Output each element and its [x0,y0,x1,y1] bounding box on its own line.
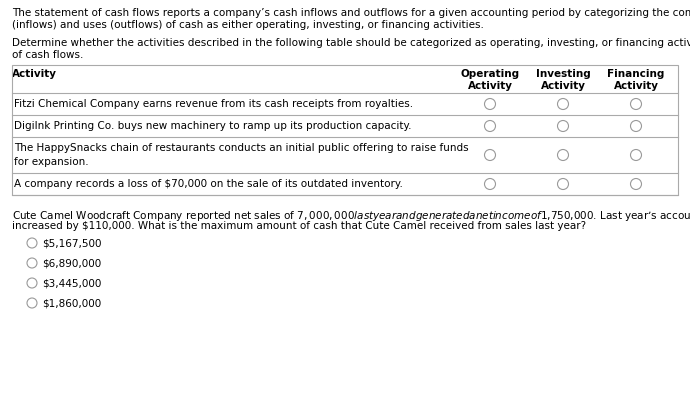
Text: increased by $110,000. What is the maximum amount of cash that Cute Camel receiv: increased by $110,000. What is the maxim… [12,221,586,231]
Text: DigiInk Printing Co. buys new machinery to ramp up its production capacity.: DigiInk Printing Co. buys new machinery … [14,121,411,131]
Text: $1,860,000: $1,860,000 [42,299,101,309]
Text: $6,890,000: $6,890,000 [42,259,101,269]
Text: $5,167,500: $5,167,500 [42,239,101,249]
Text: $3,445,000: $3,445,000 [42,279,101,289]
Bar [12,65,678,195]
Text: Activity: Activity [12,69,57,79]
Text: The statement of cash flows reports a company’s cash inflows and outflows for a : The statement of cash flows reports a co… [12,8,690,18]
Text: (inflows) and uses (outflows) of cash as either operating, investing, or financi: (inflows) and uses (outflows) of cash as… [12,20,484,30]
Text: Financing
Activity: Financing Activity [607,69,664,91]
Text: of cash flows.: of cash flows. [12,50,83,60]
Text: Determine whether the activities described in the following table should be cate: Determine whether the activities describ… [12,38,690,48]
Text: Cute Camel Woodcraft Company reported net sales of $7,000,000 last year and gene: Cute Camel Woodcraft Company reported ne… [12,209,690,223]
Text: Investing
Activity: Investing Activity [535,69,591,91]
Text: Operating
Activity: Operating Activity [460,69,520,91]
Text: A company records a loss of $70,000 on the sale of its outdated inventory.: A company records a loss of $70,000 on t… [14,179,403,189]
Text: Fitzi Chemical Company earns revenue from its cash receipts from royalties.: Fitzi Chemical Company earns revenue fro… [14,99,413,109]
Text: The HappySnacks chain of restaurants conducts an initial public offering to rais: The HappySnacks chain of restaurants con… [14,143,469,167]
